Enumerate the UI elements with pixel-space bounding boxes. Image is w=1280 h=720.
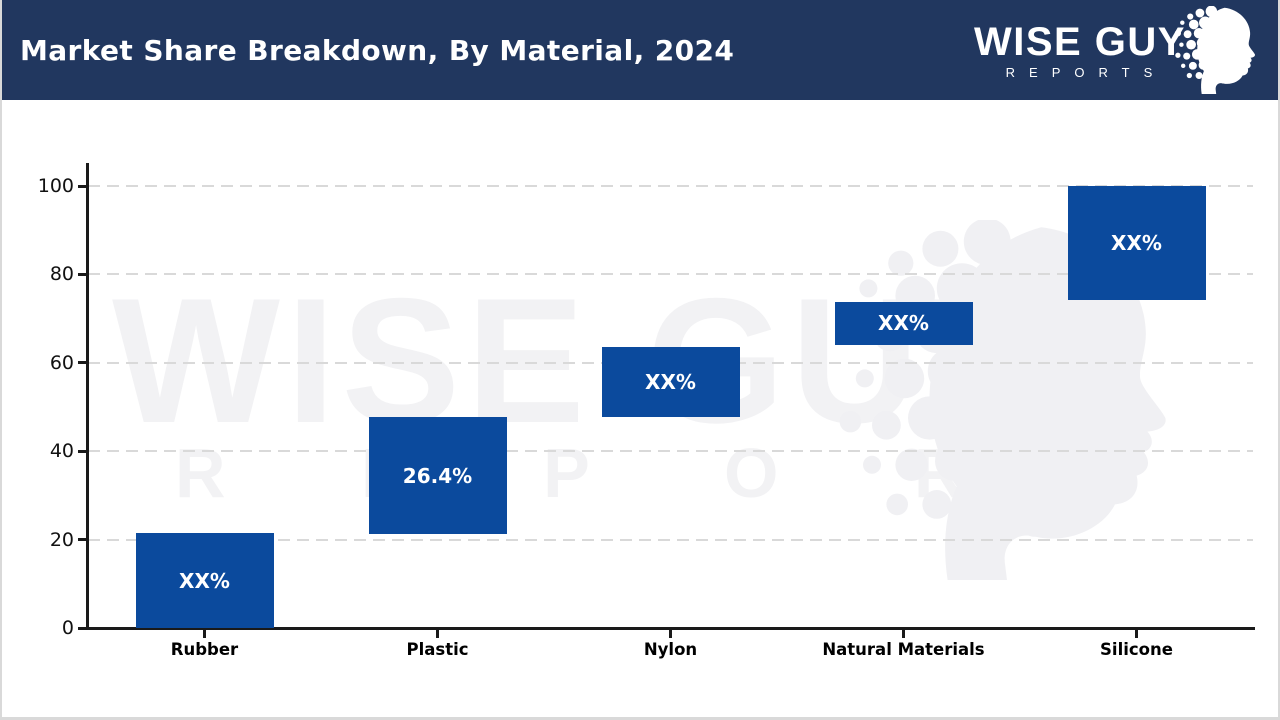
logo-text: WISE GUY REPORTS bbox=[974, 22, 1186, 79]
dotted-head-icon bbox=[1174, 6, 1255, 94]
wiseguy-logo: WISE GUY REPORTS bbox=[974, 2, 1258, 98]
x-tick-4 bbox=[902, 630, 905, 638]
y-tick-60 bbox=[78, 361, 87, 365]
bar-value-label: XX% bbox=[1111, 231, 1162, 256]
y-tick-label-60: 60 bbox=[49, 351, 74, 374]
y-tick-label-0: 0 bbox=[61, 617, 74, 639]
bar-rubber: XX% bbox=[135, 533, 274, 628]
category-label-natural-materials: Natural Materials bbox=[822, 640, 985, 659]
y-tick-label-80: 80 bbox=[49, 263, 74, 286]
y-tick-label-20: 20 bbox=[49, 528, 74, 551]
x-axis-line bbox=[86, 627, 1255, 630]
y-tick-0 bbox=[78, 626, 87, 630]
bar-nylon: XX% bbox=[601, 346, 740, 418]
y-tick-100 bbox=[78, 184, 87, 188]
x-tick-3 bbox=[669, 630, 672, 638]
y-tick-20 bbox=[78, 538, 87, 542]
category-label-silicone: Silicone bbox=[1100, 640, 1173, 659]
category-label-rubber: Rubber bbox=[170, 640, 239, 659]
x-tick-5 bbox=[1135, 630, 1138, 638]
logo-subname: REPORTS bbox=[1005, 64, 1167, 80]
y-tick-40 bbox=[78, 449, 87, 453]
bar-value-label: XX% bbox=[645, 370, 696, 394]
page-title: Market Share Breakdown, By Material, 202… bbox=[20, 33, 735, 67]
bar-value-label: XX% bbox=[878, 311, 929, 336]
category-label-plastic: Plastic bbox=[406, 640, 469, 659]
gridline-y20 bbox=[88, 538, 1253, 541]
bar-value-label: 26.4% bbox=[402, 463, 473, 488]
category-label-nylon: Nylon bbox=[643, 640, 698, 659]
x-tick-1 bbox=[203, 630, 206, 638]
bar-value-label: XX% bbox=[179, 568, 230, 593]
y-axis-line bbox=[86, 163, 89, 630]
gridline-y100 bbox=[88, 185, 1253, 187]
gridline-y40 bbox=[88, 450, 1253, 453]
header-bar: Market Share Breakdown, By Material, 202… bbox=[0, 0, 1280, 100]
gridline-y80 bbox=[88, 273, 1253, 276]
y-tick-label-40: 40 bbox=[49, 440, 74, 463]
bar-silicone: XX% bbox=[1067, 186, 1206, 301]
bar-plastic: 26.4% bbox=[368, 417, 507, 534]
bar-natural-materials: XX% bbox=[834, 301, 973, 346]
logo-name: WISE GUY bbox=[973, 19, 1186, 64]
y-tick-80 bbox=[78, 272, 87, 276]
x-tick-2 bbox=[436, 630, 439, 638]
y-tick-label-100: 100 bbox=[37, 175, 74, 197]
